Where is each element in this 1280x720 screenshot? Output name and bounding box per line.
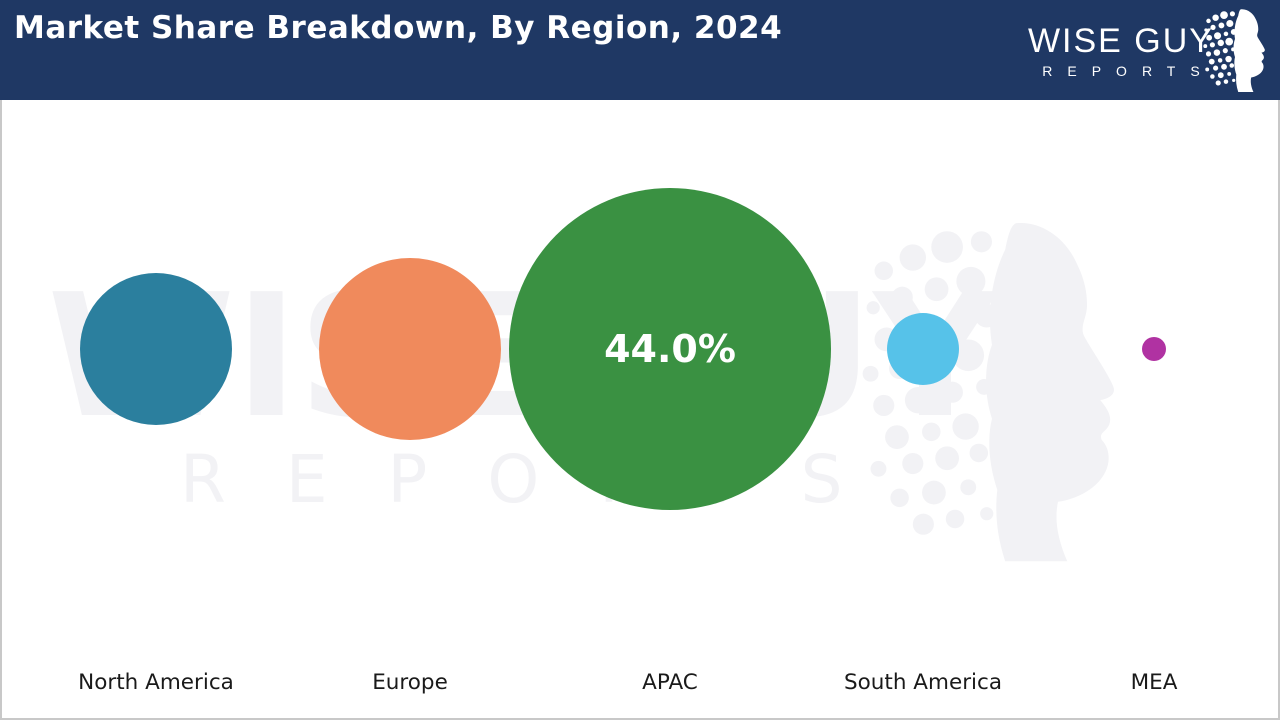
logo-subtitle: REPORTS xyxy=(1042,62,1215,79)
bubble-apac: 44.0% xyxy=(509,188,831,510)
category-label-south-america: South America xyxy=(843,670,1003,695)
bubble-value-label: 44.0% xyxy=(604,327,736,371)
category-label-apac: APAC xyxy=(642,670,698,695)
wise-guy-logo: WISE GUY REPORTS xyxy=(1028,6,1268,94)
head-silhouette-icon xyxy=(1203,9,1265,92)
category-label-north-america: North America xyxy=(78,670,234,695)
logo-wordmark: WISE GUY xyxy=(1027,21,1214,60)
watermark-head-silhouette xyxy=(862,223,1114,562)
chart-area: WISE GUY REPORTS North AmericaEurope44.0… xyxy=(0,100,1280,720)
category-label-europe: Europe xyxy=(372,670,448,695)
bubble-south-america xyxy=(887,313,959,385)
category-label-mea: MEA xyxy=(1130,670,1178,695)
logo-text: WISE GUY REPORTS xyxy=(1028,22,1214,79)
bubble-mea xyxy=(1142,337,1166,361)
header: Market Share Breakdown, By Region, 2024 … xyxy=(0,0,1280,100)
bubble-north-america xyxy=(80,273,232,425)
watermark-subtitle: REPORTS xyxy=(180,441,903,518)
page-title: Market Share Breakdown, By Region, 2024 xyxy=(14,10,783,46)
bubble-europe xyxy=(319,258,501,440)
